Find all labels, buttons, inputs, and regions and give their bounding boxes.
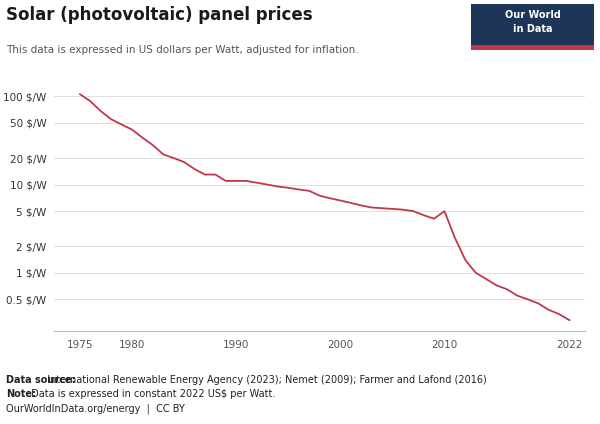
Text: Note:: Note: <box>6 389 36 399</box>
Text: Solar (photovoltaic) panel prices: Solar (photovoltaic) panel prices <box>6 6 313 24</box>
Text: Our World
in Data: Our World in Data <box>505 10 560 34</box>
Text: International Renewable Energy Agency (2023); Nemet (2009); Farmer and Lafond (2: International Renewable Energy Agency (2… <box>44 375 487 385</box>
Text: This data is expressed in US dollars per Watt, adjusted for inflation.: This data is expressed in US dollars per… <box>6 45 359 55</box>
Text: Data source:: Data source: <box>6 375 76 385</box>
Text: OurWorldInData.org/energy  |  CC BY: OurWorldInData.org/energy | CC BY <box>6 403 185 414</box>
Text: Data is expressed in constant 2022 US$ per Watt.: Data is expressed in constant 2022 US$ p… <box>28 389 275 399</box>
